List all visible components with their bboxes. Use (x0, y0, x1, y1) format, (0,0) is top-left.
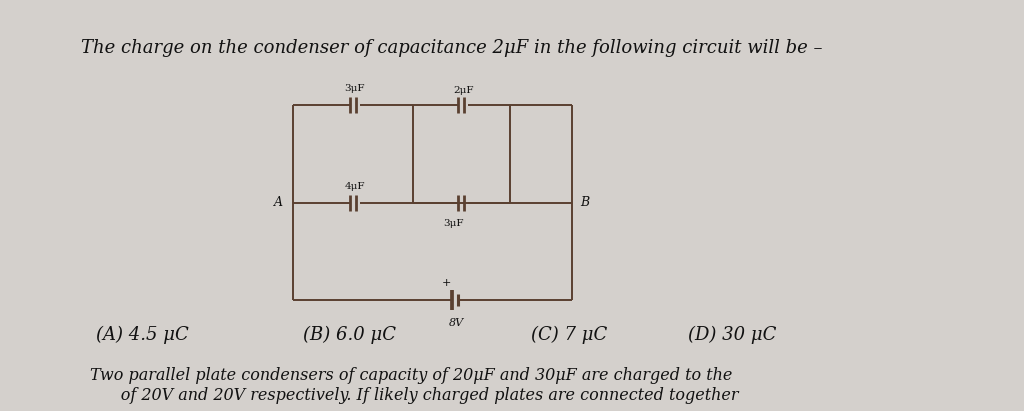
Text: 2μF: 2μF (453, 86, 473, 95)
Text: The charge on the condenser of capacitance 2μF in the following circuit will be : The charge on the condenser of capacitan… (81, 39, 822, 57)
Text: B: B (580, 196, 589, 209)
Text: 3μF: 3μF (345, 84, 366, 93)
Text: +: + (441, 278, 451, 288)
Text: (C) 7 μC: (C) 7 μC (530, 326, 607, 344)
Text: 4μF: 4μF (345, 182, 366, 191)
Text: 8V: 8V (449, 318, 464, 328)
Text: (D) 30 μC: (D) 30 μC (688, 326, 776, 344)
Text: 3μF: 3μF (443, 219, 464, 228)
Text: (A) 4.5 μC: (A) 4.5 μC (96, 326, 189, 344)
Text: A: A (274, 196, 284, 209)
Text: Two parallel plate condensers of capacity of 20μF and 30μF are charged to the: Two parallel plate condensers of capacit… (90, 367, 733, 383)
Text: (B) 6.0 μC: (B) 6.0 μC (303, 326, 396, 344)
Text: of 20V and 20V respectively. If likely charged plates are connected together: of 20V and 20V respectively. If likely c… (90, 386, 739, 404)
